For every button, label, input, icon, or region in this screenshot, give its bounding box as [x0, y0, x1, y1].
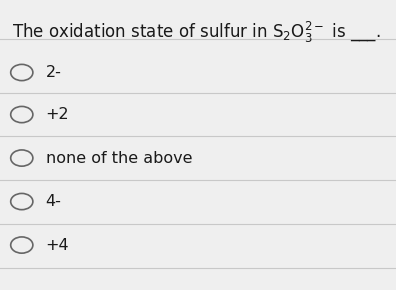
- Text: +2: +2: [46, 107, 69, 122]
- Text: 4-: 4-: [46, 194, 61, 209]
- Text: none of the above: none of the above: [46, 151, 192, 166]
- Text: The oxidation state of sulfur in $\mathrm{S_2O_3^{2-}}$ is ___.: The oxidation state of sulfur in $\mathr…: [12, 20, 381, 46]
- Text: 2-: 2-: [46, 65, 61, 80]
- Text: +4: +4: [46, 238, 69, 253]
